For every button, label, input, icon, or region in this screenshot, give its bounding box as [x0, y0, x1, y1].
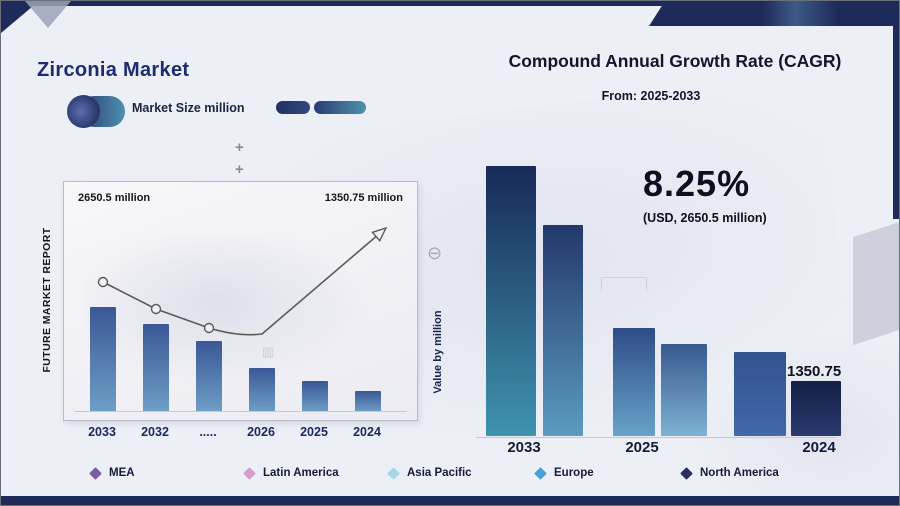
- legend-item-asia-pacific: Asia Pacific: [387, 466, 472, 480]
- x-axis-line: [74, 411, 407, 412]
- left-x-label: 2025: [300, 425, 328, 439]
- cylinder-face: [67, 95, 100, 128]
- market-size-label: Market Size million: [132, 101, 245, 115]
- legend-item-latin-america: Latin America: [243, 466, 339, 480]
- gray-triangle-shape: [25, 1, 71, 28]
- left-bar-1: [143, 324, 169, 412]
- left-bar-0: [90, 307, 116, 412]
- legend-label: Europe: [554, 467, 594, 479]
- top-right-band: [649, 1, 899, 26]
- right-chart-y-axis-label: Value by million: [432, 310, 444, 394]
- legend-item-mea: MEA: [89, 466, 135, 480]
- value-annotation-2024: 1350.75: [787, 363, 842, 380]
- capsule-icon-right: [314, 101, 366, 114]
- left-x-label: 2033: [88, 425, 116, 439]
- legend-diamond-icon: [89, 466, 102, 480]
- left-chart-panel: 2650.5 million 1350.75 million ▥: [63, 181, 418, 421]
- circle-minus-icon: ⊖: [427, 243, 443, 263]
- left-bar-2: [196, 341, 222, 412]
- left-bar-3: [249, 368, 275, 412]
- plus-icon: +: [235, 161, 244, 178]
- right-bar-5: [791, 381, 841, 436]
- right-x-label: 2033: [507, 439, 541, 456]
- left-bar-4: [302, 381, 328, 412]
- right-border-bar: [893, 1, 899, 219]
- right-x-label: 2025: [625, 439, 659, 456]
- legend-item-europe: Europe: [534, 466, 594, 480]
- right-bar-0: [486, 166, 536, 436]
- right-x-label: 2024: [802, 439, 836, 456]
- left-bar-5: [355, 391, 381, 412]
- plus-icon: +: [235, 139, 244, 156]
- right-bar-4: [734, 352, 786, 436]
- cagr-value: 8.25%: [643, 163, 751, 204]
- legend-diamond-icon: [387, 466, 400, 480]
- left-x-label: 2024: [353, 425, 381, 439]
- legend-diamond-icon: [680, 466, 693, 480]
- left-x-label: 2032: [141, 425, 169, 439]
- legend-label: Latin America: [263, 467, 339, 479]
- page-title: Zirconia Market: [37, 59, 190, 81]
- grid-watermark-icon: ▥: [262, 344, 275, 359]
- left-x-label: 2026: [247, 425, 275, 439]
- annotation-2033-value: 2650.5 million: [78, 192, 151, 204]
- legend-label: North America: [700, 467, 779, 479]
- cagr-subtitle: From: 2025-2033: [601, 89, 701, 103]
- left-x-label: .....: [199, 425, 217, 439]
- right-bar-1: [543, 225, 583, 436]
- capsule-icon-left: [276, 101, 310, 114]
- right-bar-3: [661, 344, 707, 436]
- legend-label: MEA: [109, 467, 135, 479]
- annotation-2024-value: 1350.75 million: [324, 192, 403, 204]
- right-chart-area: 1350.75 2033 2025 2024: [471, 131, 881, 456]
- legend-diamond-icon: [534, 466, 547, 480]
- legend-label: Asia Pacific: [407, 467, 472, 479]
- cagr-title: Compound Annual Growth Rate (CAGR): [508, 51, 842, 71]
- trend-line-arrow: [97, 226, 388, 336]
- cagr-note: (USD, 2650.5 million): [643, 211, 767, 225]
- legend-item-north-america: North America: [680, 466, 779, 480]
- market-size-icon: [67, 95, 125, 128]
- step-decoration: [601, 277, 647, 291]
- right-baseline: [476, 437, 836, 438]
- left-chart-side-label: FUTURE MARKET REPORT: [41, 227, 53, 373]
- legend-diamond-icon: [243, 466, 256, 480]
- bottom-border-bar: [1, 496, 899, 505]
- right-bar-2: [613, 328, 655, 436]
- top-border-bar: [1, 1, 666, 6]
- panel-decoration-blob: [82, 234, 382, 389]
